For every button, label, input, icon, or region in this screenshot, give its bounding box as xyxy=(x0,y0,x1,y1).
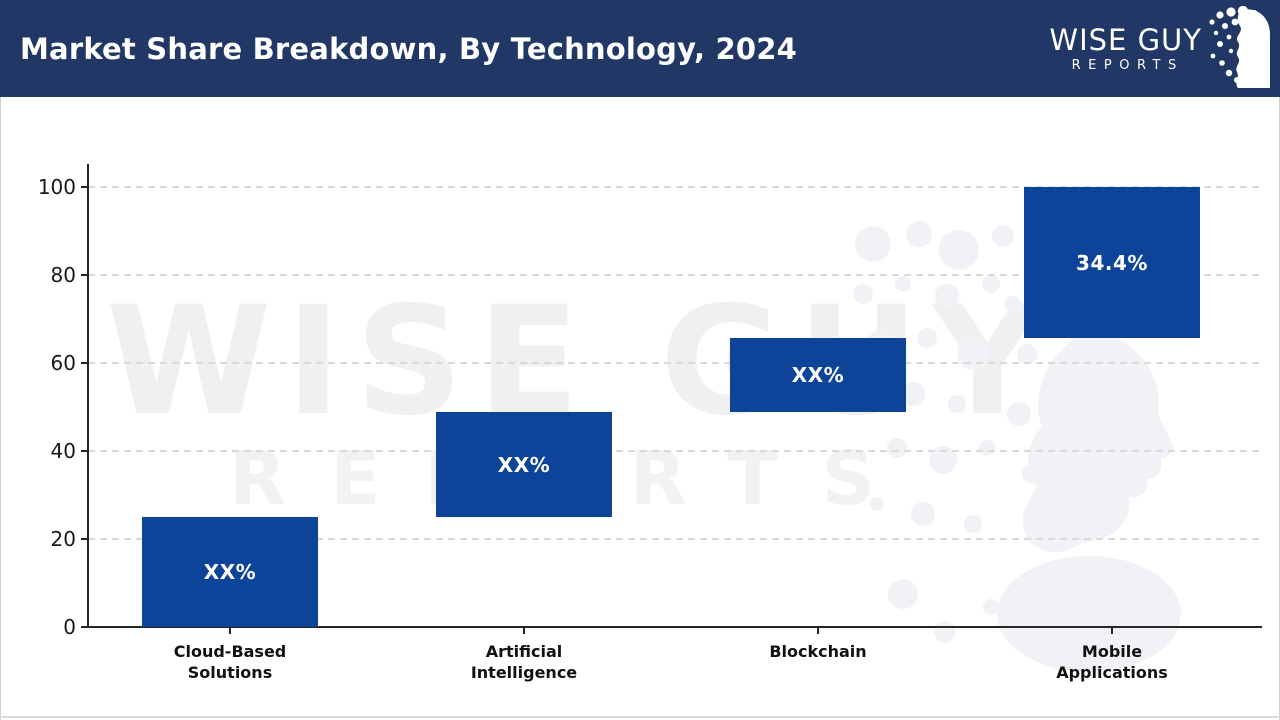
y-tick-label-60: 60 xyxy=(50,351,76,375)
x-tick-label-line: Solutions xyxy=(187,662,273,682)
bar-value-label-4: 34.4% xyxy=(1076,250,1148,275)
gridline-20 xyxy=(88,538,1262,540)
y-tick-label-0: 0 xyxy=(63,615,76,639)
x-tick-mark-2 xyxy=(523,628,525,634)
y-axis-line xyxy=(87,164,89,628)
chart-title: Market Share Breakdown, By Technology, 2… xyxy=(20,31,798,66)
x-tick-label-line: Mobile xyxy=(1081,642,1143,661)
y-tick-label-40: 40 xyxy=(50,439,76,463)
header-band: Market Share Breakdown, By Technology, 2… xyxy=(0,0,1280,97)
x-tick-label-line: Applications xyxy=(1056,662,1168,682)
wise-guy-logo: WISE GUY REPORTS xyxy=(1049,5,1270,92)
bar-value-label-3: XX% xyxy=(791,363,845,388)
bar-4: 34.4% xyxy=(1024,187,1200,339)
x-tick-label-line: Artificial xyxy=(485,642,563,661)
x-tick-mark-1 xyxy=(229,628,231,634)
y-tick-label-20: 20 xyxy=(50,527,76,551)
x-tick-mark-3 xyxy=(817,628,819,634)
y-tick-mark-80 xyxy=(81,274,87,276)
bar-1: XX% xyxy=(142,517,318,627)
x-tick-label-4: Mobile Applications xyxy=(982,642,1242,684)
x-tick-label-3: Blockchain xyxy=(688,642,948,663)
y-tick-mark-40 xyxy=(81,450,87,452)
x-tick-label-line: Blockchain xyxy=(769,642,867,661)
y-tick-mark-100 xyxy=(81,186,87,188)
gridline-40 xyxy=(88,450,1262,452)
bar-3: XX% xyxy=(730,338,906,412)
bar-2: XX% xyxy=(436,412,612,517)
x-axis-line xyxy=(87,626,1262,628)
x-tick-label-line: Cloud-Based xyxy=(173,642,287,661)
x-tick-mark-4 xyxy=(1111,628,1113,634)
y-tick-label-100: 100 xyxy=(37,175,76,199)
wise-guy-logo-text: WISE GUY REPORTS xyxy=(1049,23,1202,73)
gridline-80 xyxy=(88,274,1262,276)
y-tick-mark-60 xyxy=(81,362,87,364)
y-tick-mark-0 xyxy=(81,626,87,628)
gridline-100 xyxy=(88,186,1262,188)
x-tick-label-1: Cloud-Based Solutions xyxy=(100,642,360,684)
logo-wordmark: WISE GUY xyxy=(1049,23,1202,58)
logo-subtitle: REPORTS xyxy=(1071,57,1184,73)
wise-guy-logo-face-icon xyxy=(1204,5,1270,92)
bottom-divider xyxy=(0,716,1280,718)
y-tick-label-80: 80 xyxy=(50,263,76,287)
bar-value-label-2: XX% xyxy=(497,452,551,477)
x-tick-label-2: Artificial Intelligence xyxy=(394,642,654,684)
y-tick-mark-20 xyxy=(81,538,87,540)
watermark-face-icon xyxy=(841,212,1191,676)
x-tick-label-line: Intelligence xyxy=(470,662,578,682)
gridline-60 xyxy=(88,362,1262,364)
bar-value-label-1: XX% xyxy=(203,560,257,584)
